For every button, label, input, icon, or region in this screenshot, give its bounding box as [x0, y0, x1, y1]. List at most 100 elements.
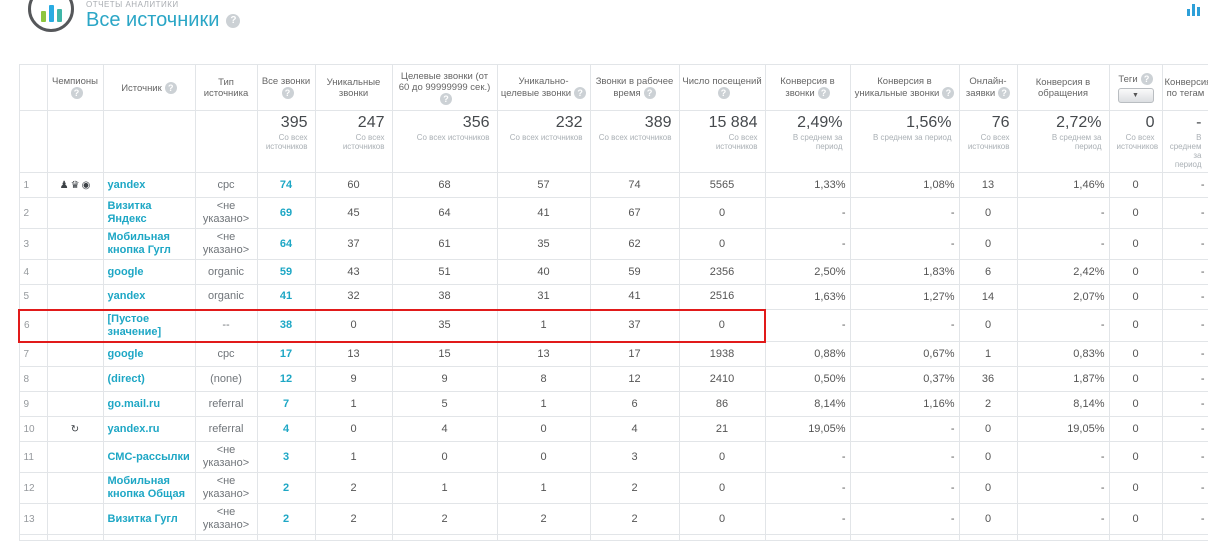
work-time-calls-cell: 17 [589, 341, 680, 367]
conv-unique-calls-cell: - [849, 503, 960, 535]
help-icon[interactable]: ? [440, 92, 452, 105]
col-header-conv-unique-calls[interactable]: Конверсия в уникальные звонки? [849, 64, 960, 111]
source-link[interactable]: yandex [107, 290, 146, 303]
conv-tags-cell: - [1161, 341, 1208, 367]
target-calls-cell: 38 [391, 284, 498, 310]
all-calls-cell[interactable]: 59 [256, 259, 316, 285]
table-row: 12 Мобильная кнопка Общая <не указано> 2 2 1 1… [18, 472, 1208, 504]
source-link[interactable]: yandex.ru [107, 422, 160, 435]
help-icon[interactable]: ? [70, 87, 83, 99]
target-calls-cell: 4 [391, 416, 498, 442]
all-calls-cell[interactable]: 41 [256, 284, 316, 310]
conv-unique-calls-cell: 1,27% [849, 284, 960, 310]
all-calls-cell[interactable]: 74 [256, 172, 316, 198]
help-icon[interactable]: ? [643, 87, 656, 99]
source-cell: yandex [102, 284, 196, 310]
source-link[interactable]: go.mail.ru [107, 397, 161, 410]
col-header-source-type[interactable]: Тип источника [194, 64, 258, 111]
help-icon[interactable]: ? [574, 87, 587, 99]
work-time-calls-cell: 2 [589, 472, 680, 504]
col-header-online-leads[interactable]: Онлайн-заявки? [958, 64, 1018, 111]
summary-visits: 15 884 Со всех источников [678, 110, 766, 173]
source-link[interactable]: google [107, 265, 144, 278]
work-time-calls-cell: 3 [589, 441, 680, 473]
col-header-conv-tags[interactable]: Конверсия по тегам [1161, 64, 1208, 111]
target-calls-cell: 51 [391, 259, 498, 285]
app-logo-icon[interactable] [28, 0, 74, 32]
empty-cell [589, 534, 680, 541]
col-header-work-time-calls[interactable]: Звонки в рабочее время? [589, 64, 680, 111]
target-calls-cell: 2 [391, 503, 498, 535]
empty-cell [391, 534, 498, 541]
title-help-icon[interactable]: ? [226, 13, 241, 28]
col-header-conv-calls[interactable]: Конверсия в звонки? [764, 64, 851, 111]
source-cell: google [102, 259, 196, 285]
all-calls-cell[interactable]: 17 [256, 341, 316, 367]
help-icon[interactable]: ? [998, 87, 1011, 99]
champions-cell [46, 341, 104, 367]
source-type-cell: cpc [194, 341, 258, 367]
champion-bell-icon: ♟ [59, 179, 69, 191]
all-calls-cell[interactable]: 3 [256, 441, 316, 473]
all-calls-cell[interactable]: 2 [256, 503, 316, 535]
online-leads-cell: 0 [958, 309, 1018, 342]
col-header-visits[interactable]: Число посещений? [678, 64, 766, 111]
help-icon[interactable]: ? [717, 87, 730, 99]
breadcrumb: Отчеты аналитики [86, 0, 179, 9]
sync-icon[interactable]: ↻ [70, 423, 80, 435]
source-link[interactable]: [Пустое значение] [107, 312, 162, 338]
col-header-source[interactable]: Источник? [102, 64, 196, 111]
unique-target-calls-cell: 13 [496, 341, 591, 367]
col-header-all-calls[interactable]: Все звонки? [256, 64, 316, 111]
col-header-tags[interactable]: Теги? ▼ [1108, 64, 1163, 111]
all-calls-cell[interactable]: 7 [256, 391, 316, 417]
work-time-calls-cell: 62 [589, 228, 680, 260]
all-calls-cell[interactable]: 38 [256, 308, 316, 343]
help-icon[interactable]: ? [942, 87, 955, 99]
online-leads-cell: 0 [958, 416, 1018, 442]
source-link[interactable]: yandex [107, 178, 146, 191]
source-link[interactable]: СМС-рассылки [107, 450, 190, 463]
visits-cell: 86 [678, 391, 766, 417]
online-leads-cell: 0 [958, 503, 1018, 535]
target-calls-cell: 1 [391, 472, 498, 504]
source-type-cell: <не указано> [194, 228, 258, 260]
all-calls-cell[interactable]: 4 [256, 416, 316, 442]
unique-calls-cell: 60 [314, 172, 393, 198]
all-calls-cell[interactable]: 12 [256, 366, 316, 392]
help-icon[interactable]: ? [164, 81, 177, 94]
online-leads-cell: 14 [958, 284, 1018, 310]
page-title: Все источники [86, 9, 220, 31]
chart-settings-icon[interactable] [1187, 2, 1202, 16]
source-link[interactable]: Визитка Яндекс [107, 200, 152, 225]
col-header-target-calls[interactable]: Целевые звонки (от 60 до 99999999 сек.)? [391, 64, 498, 111]
source-link[interactable]: Визитка Гугл [107, 512, 178, 525]
source-link[interactable]: Мобильная кнопка Гугл [107, 231, 171, 256]
source-link[interactable]: (direct) [107, 372, 145, 385]
conv-tags-cell: - [1161, 366, 1208, 392]
help-icon[interactable]: ? [1140, 72, 1153, 85]
conv-appeals-cell: - [1016, 197, 1110, 229]
all-calls-cell[interactable]: 2 [256, 472, 316, 504]
source-link[interactable]: Мобильная кнопка Общая [107, 475, 186, 500]
conv-unique-calls-cell: - [849, 416, 960, 442]
unique-calls-cell: 0 [314, 416, 393, 442]
help-icon[interactable]: ? [281, 87, 294, 99]
tags-filter-button[interactable]: ▼ [1117, 87, 1154, 103]
conv-unique-calls-cell: - [849, 309, 960, 342]
all-calls-cell[interactable]: 64 [256, 228, 316, 260]
table-row: 11 СМС-рассылки <не указано> 3 1 0 0 3 0- -0-0- [18, 441, 1208, 473]
unique-target-calls-cell: 1 [496, 391, 591, 417]
visits-cell: 2516 [678, 284, 766, 310]
col-header-champions[interactable]: Чемпионы? [46, 64, 104, 111]
source-link[interactable]: google [107, 347, 144, 360]
visits-cell: 0 [678, 197, 766, 229]
conv-unique-calls-cell: 0,67% [849, 341, 960, 367]
visits-cell: 0 [678, 503, 766, 535]
champion-crown-icon: ♛ [70, 179, 80, 191]
help-icon[interactable]: ? [817, 87, 830, 99]
all-calls-cell[interactable]: 69 [256, 197, 316, 229]
col-header-unique-calls[interactable]: Уникальные звонки [314, 64, 393, 111]
col-header-unique-target-calls[interactable]: Уникально-целевые звонки? [496, 64, 591, 111]
col-header-conv-appeals[interactable]: Конверсия в обращения [1016, 64, 1110, 111]
